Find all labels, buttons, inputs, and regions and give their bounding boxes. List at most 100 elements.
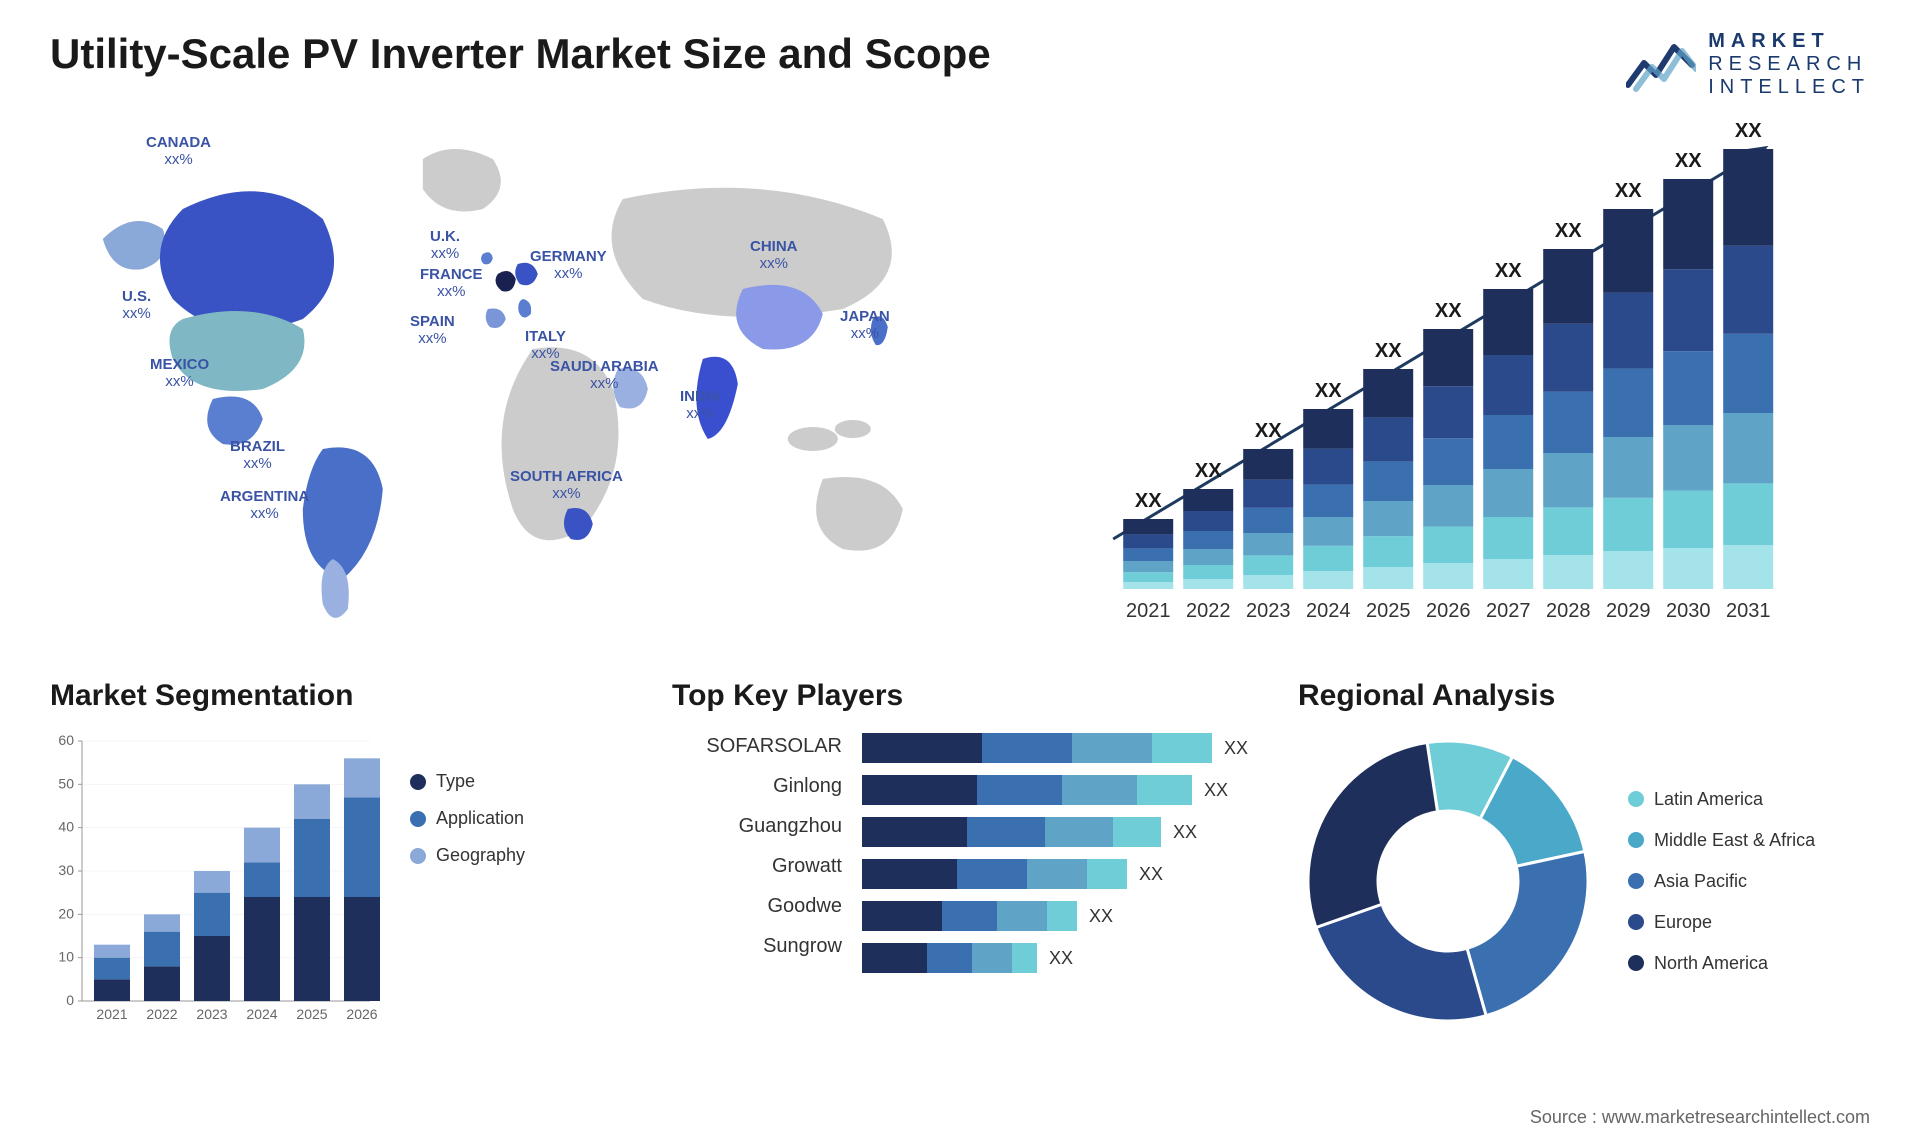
svg-text:2023: 2023 <box>1246 600 1291 622</box>
svg-text:2022: 2022 <box>146 1006 177 1022</box>
regional-donut <box>1298 731 1598 1031</box>
key-player-row: XX <box>862 775 1248 805</box>
world-map-panel: CANADAxx% U.S.xx% MEXICOxx% BRAZILxx% ARGENT… <box>50 119 976 639</box>
svg-text:60: 60 <box>58 732 74 748</box>
svg-text:XX: XX <box>1614 180 1641 202</box>
map-label: ARGENTINAxx% <box>220 489 309 522</box>
segmentation-title: Market Segmentation <box>50 679 622 713</box>
map-label: FRANCExx% <box>420 267 483 300</box>
legend-item: Europe <box>1628 912 1815 933</box>
key-player-row: XX <box>862 943 1248 973</box>
source-attribution: Source : www.marketresearchintellect.com <box>1530 1107 1870 1128</box>
key-player-name: SOFARSOLAR <box>672 735 842 758</box>
legend-item: Application <box>410 808 525 829</box>
svg-text:2024: 2024 <box>1306 600 1351 622</box>
svg-text:XX: XX <box>1254 420 1281 442</box>
map-label: U.K.xx% <box>430 229 460 262</box>
key-player-value: XX <box>1139 864 1163 885</box>
key-player-value: XX <box>1173 822 1197 843</box>
svg-text:XX: XX <box>1434 300 1461 322</box>
svg-text:XX: XX <box>1314 380 1341 402</box>
legend-item: Middle East & Africa <box>1628 830 1815 851</box>
map-label: BRAZILxx% <box>230 439 285 472</box>
map-label: JAPANxx% <box>840 309 890 342</box>
regional-title: Regional Analysis <box>1298 679 1870 713</box>
key-player-name: Ginlong <box>672 775 842 798</box>
logo-icon <box>1626 35 1696 95</box>
key-player-name: Growatt <box>672 855 842 878</box>
key-players-bars: XX XX XX XX XX XX <box>862 731 1248 973</box>
map-label: SPAINxx% <box>410 314 455 347</box>
svg-text:2023: 2023 <box>196 1006 227 1022</box>
svg-text:2025: 2025 <box>1366 600 1411 622</box>
svg-text:XX: XX <box>1194 460 1221 482</box>
svg-text:XX: XX <box>1734 120 1761 142</box>
legend-item: Type <box>410 771 525 792</box>
legend-item: Latin America <box>1628 789 1815 810</box>
map-label: CANADAxx% <box>146 135 211 168</box>
segmentation-chart: 0 10 20 30 40 50 60 2021 2022 2023 2024 2025 2026 <box>50 731 380 1031</box>
svg-text:2029: 2029 <box>1606 600 1651 622</box>
market-size-chart: XX 2021 XX 2022 XX 2023 XX 2024 XX 2025 XX 2026 XX 20… <box>1016 119 1870 639</box>
legend-item: Asia Pacific <box>1628 871 1815 892</box>
key-player-name: Guangzhou <box>672 815 842 838</box>
key-player-name: Sungrow <box>672 935 842 958</box>
svg-text:40: 40 <box>58 819 74 835</box>
svg-text:50: 50 <box>58 775 74 791</box>
key-players-labels: SOFARSOLAR Ginlong Guangzhou Growatt Goodwe S… <box>672 731 842 958</box>
key-player-name: Goodwe <box>672 895 842 918</box>
svg-text:30: 30 <box>58 862 74 878</box>
key-player-value: XX <box>1204 780 1228 801</box>
map-label: CHINAxx% <box>750 239 798 272</box>
svg-text:2026: 2026 <box>1426 600 1471 622</box>
key-player-value: XX <box>1089 906 1113 927</box>
map-label: GERMANYxx% <box>530 249 607 282</box>
key-player-row: XX <box>862 817 1248 847</box>
svg-text:2021: 2021 <box>1126 600 1171 622</box>
svg-text:XX: XX <box>1494 260 1521 282</box>
row-bottom: Market Segmentation 0 10 20 30 40 50 60 2021 202… <box>50 679 1870 1031</box>
svg-text:2026: 2026 <box>346 1006 377 1022</box>
key-player-value: XX <box>1224 738 1248 759</box>
legend-item: North America <box>1628 953 1815 974</box>
svg-text:10: 10 <box>58 949 74 965</box>
svg-text:20: 20 <box>58 905 74 921</box>
key-player-row: XX <box>862 859 1248 889</box>
svg-text:2027: 2027 <box>1486 600 1531 622</box>
svg-text:2022: 2022 <box>1186 600 1231 622</box>
svg-text:2025: 2025 <box>296 1006 327 1022</box>
key-player-row: XX <box>862 901 1248 931</box>
page-title: Utility-Scale PV Inverter Market Size an… <box>50 30 991 78</box>
map-label: SAUDI ARABIAxx% <box>550 359 659 392</box>
svg-text:2031: 2031 <box>1726 600 1771 622</box>
regional-legend: Latin America Middle East & Africa Asia Pa… <box>1628 789 1815 974</box>
brand-logo: MARKET RESEARCH INTELLECT <box>1626 30 1870 99</box>
logo-line3: INTELLECT <box>1708 76 1870 99</box>
svg-text:XX: XX <box>1554 220 1581 242</box>
key-players-panel: Top Key Players SOFARSOLAR Ginlong Guangzh… <box>672 679 1248 1031</box>
svg-text:2030: 2030 <box>1666 600 1711 622</box>
map-label: INDIAxx% <box>680 389 721 422</box>
map-label: SOUTH AFRICAxx% <box>510 469 623 502</box>
svg-text:0: 0 <box>66 992 74 1008</box>
map-label: U.S.xx% <box>122 289 151 322</box>
logo-line1: MARKET <box>1708 30 1870 53</box>
row-top: CANADAxx% U.S.xx% MEXICOxx% BRAZILxx% ARGENT… <box>50 119 1870 639</box>
svg-text:XX: XX <box>1134 490 1161 512</box>
logo-text: MARKET RESEARCH INTELLECT <box>1708 30 1870 99</box>
svg-text:XX: XX <box>1374 340 1401 362</box>
legend-item: Geography <box>410 845 525 866</box>
regional-panel: Regional Analysis Latin America Middle Ea… <box>1298 679 1870 1031</box>
segmentation-legend: Type Application Geography <box>410 731 525 866</box>
segmentation-panel: Market Segmentation 0 10 20 30 40 50 60 2021 202… <box>50 679 622 1031</box>
svg-text:XX: XX <box>1674 150 1701 172</box>
header: Utility-Scale PV Inverter Market Size an… <box>50 30 1870 99</box>
logo-line2: RESEARCH <box>1708 53 1870 76</box>
key-player-value: XX <box>1049 948 1073 969</box>
key-players-title: Top Key Players <box>672 679 1248 713</box>
key-player-row: XX <box>862 733 1248 763</box>
svg-text:2024: 2024 <box>246 1006 277 1022</box>
map-label: MEXICOxx% <box>150 357 209 390</box>
svg-text:2021: 2021 <box>96 1006 127 1022</box>
svg-text:2028: 2028 <box>1546 600 1591 622</box>
